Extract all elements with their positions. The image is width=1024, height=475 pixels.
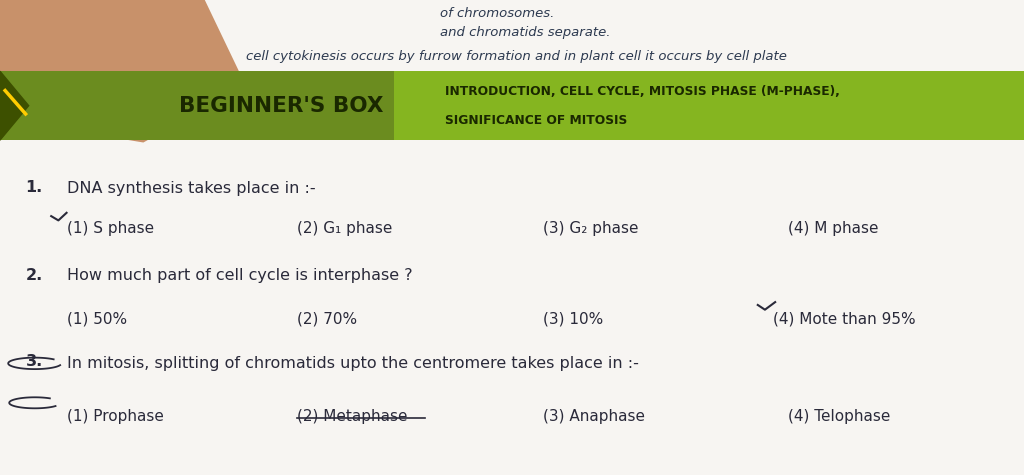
Text: (4) M phase: (4) M phase: [788, 221, 879, 236]
Text: (1) 50%: (1) 50%: [67, 311, 127, 326]
Text: (2) 70%: (2) 70%: [297, 311, 357, 326]
Text: DNA synthesis takes place in :-: DNA synthesis takes place in :-: [67, 180, 315, 196]
Text: Significant contribution of mitosis is cell repair.: Significant contribution of mitosis is c…: [246, 75, 556, 88]
Text: (2) G₁ phase: (2) G₁ phase: [297, 221, 392, 236]
Text: (1) Prophase: (1) Prophase: [67, 408, 164, 424]
Polygon shape: [0, 0, 246, 142]
Text: In mitosis, splitting of chromatids upto the centromere takes place in :-: In mitosis, splitting of chromatids upto…: [67, 356, 638, 371]
Polygon shape: [0, 71, 29, 140]
Text: (1) S phase: (1) S phase: [67, 221, 154, 236]
Text: SIGNIFICANCE OF MITOSIS: SIGNIFICANCE OF MITOSIS: [445, 114, 628, 127]
Text: of chromosomes.: of chromosomes.: [440, 7, 555, 20]
Polygon shape: [0, 0, 164, 95]
Text: cell cytokinesis occurs by furrow formation and in plant cell it occurs by cell : cell cytokinesis occurs by furrow format…: [246, 50, 786, 63]
Text: (3) G₂ phase: (3) G₂ phase: [543, 221, 638, 236]
Text: BEGINNER'S BOX: BEGINNER'S BOX: [179, 95, 384, 116]
Text: (4) Mote than 95%: (4) Mote than 95%: [773, 311, 915, 326]
Bar: [0, 71, 394, 140]
Text: How much part of cell cycle is interphase ?: How much part of cell cycle is interphas…: [67, 268, 413, 284]
Text: and chromatids separate.: and chromatids separate.: [440, 26, 611, 39]
Text: (2) Metaphase: (2) Metaphase: [297, 408, 408, 424]
Text: (4) Telophase: (4) Telophase: [788, 408, 891, 424]
Text: 2.: 2.: [26, 268, 43, 284]
Polygon shape: [0, 0, 225, 133]
Text: 1.: 1.: [26, 180, 43, 196]
Text: INTRODUCTION, CELL CYCLE, MITOSIS PHASE (M-PHASE),: INTRODUCTION, CELL CYCLE, MITOSIS PHASE …: [445, 86, 841, 98]
Bar: [394, 71, 1024, 140]
Text: (3) Anaphase: (3) Anaphase: [543, 408, 645, 424]
Text: (3) 10%: (3) 10%: [543, 311, 603, 326]
Text: 3.: 3.: [27, 353, 43, 369]
